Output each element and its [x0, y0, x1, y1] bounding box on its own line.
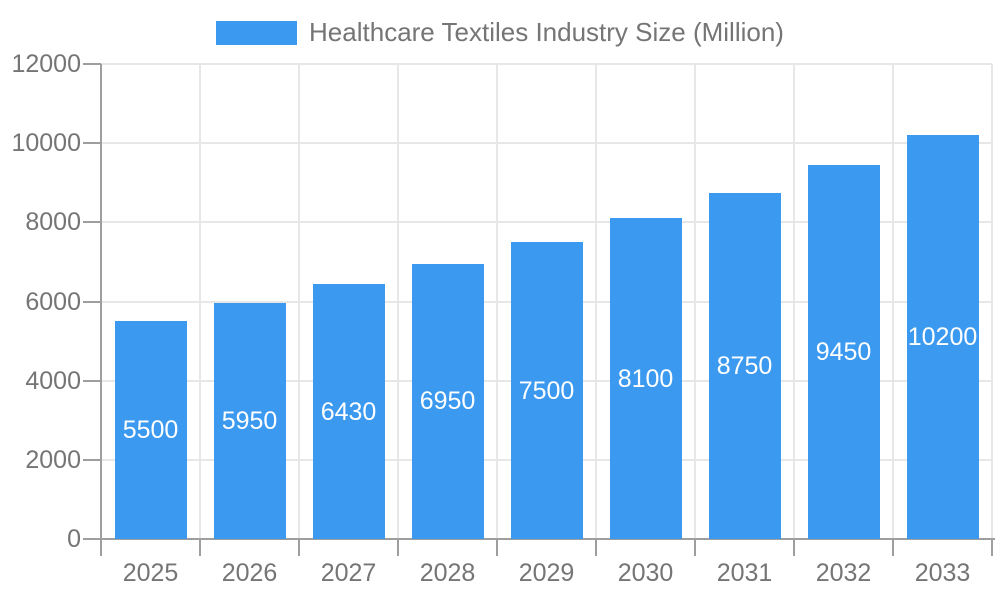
y-tick-mark — [83, 379, 101, 382]
bar-value-label: 10200 — [907, 323, 978, 352]
y-tick-mark — [83, 538, 101, 540]
bar-value-label: 6430 — [320, 397, 377, 426]
legend-swatch-icon — [216, 20, 298, 45]
x-tick-mark — [199, 539, 201, 556]
x-tick-label: 2029 — [518, 559, 575, 587]
bar-value-label: 9450 — [815, 337, 872, 366]
legend: Healthcare Textiles Industry Size (Milli… — [0, 17, 1000, 48]
x-tick-label: 2026 — [221, 559, 278, 587]
x-gridline — [793, 64, 795, 539]
bar-value-label: 7500 — [518, 376, 575, 405]
x-tick-label: 2025 — [122, 559, 179, 587]
bar — [708, 192, 781, 539]
y-tick-label: 0 — [67, 525, 81, 553]
bar — [411, 263, 484, 539]
bar-value-label: 8100 — [617, 364, 674, 393]
bar — [510, 242, 583, 539]
x-gridline — [199, 64, 201, 539]
x-tick-label: 2033 — [914, 559, 971, 587]
x-tick-label: 2032 — [815, 559, 872, 587]
y-tick-mark — [83, 300, 101, 303]
x-gridline — [397, 64, 399, 539]
bar-value-label: 6950 — [419, 387, 476, 416]
y-gridline — [101, 221, 992, 224]
y-gridline — [101, 142, 992, 145]
x-tick-mark — [694, 539, 696, 556]
legend-label: Healthcare Textiles Industry Size (Milli… — [309, 17, 784, 47]
x-tick-mark — [100, 539, 102, 556]
x-tick-mark — [397, 539, 399, 556]
bar — [807, 164, 880, 539]
bar-value-label: 8750 — [716, 351, 773, 380]
bar — [906, 135, 979, 539]
x-tick-label: 2027 — [320, 559, 377, 587]
x-gridline — [892, 64, 894, 539]
bar — [312, 284, 385, 539]
y-tick-mark — [83, 221, 101, 224]
bar-value-label: 5950 — [221, 407, 278, 436]
bar — [609, 218, 682, 539]
x-tick-label: 2031 — [716, 559, 773, 587]
x-axis-line — [100, 538, 995, 540]
x-gridline — [991, 64, 993, 539]
x-tick-mark — [793, 539, 795, 556]
x-gridline — [595, 64, 597, 539]
x-gridline — [694, 64, 696, 539]
bar — [114, 321, 187, 539]
y-tick-label: 8000 — [25, 208, 81, 237]
bar — [213, 303, 286, 539]
x-tick-mark — [595, 539, 597, 556]
y-gridline — [101, 63, 992, 65]
x-tick-label: 2030 — [617, 559, 674, 587]
bar-value-label: 5500 — [122, 416, 179, 445]
y-tick-mark — [83, 458, 101, 461]
x-tick-mark — [496, 539, 498, 556]
y-tick-label: 12000 — [11, 50, 81, 78]
y-tick-label: 2000 — [25, 445, 81, 474]
y-axis-line — [100, 64, 102, 539]
y-tick-mark — [83, 63, 101, 65]
y-tick-label: 6000 — [25, 287, 81, 316]
y-tick-mark — [83, 142, 101, 145]
y-tick-label: 4000 — [25, 366, 81, 395]
x-tick-label: 2028 — [419, 559, 476, 587]
y-tick-label: 10000 — [11, 129, 81, 158]
x-gridline — [496, 64, 498, 539]
x-gridline — [298, 64, 300, 539]
x-tick-mark — [298, 539, 300, 556]
x-tick-mark — [892, 539, 894, 556]
x-tick-mark — [991, 539, 993, 556]
